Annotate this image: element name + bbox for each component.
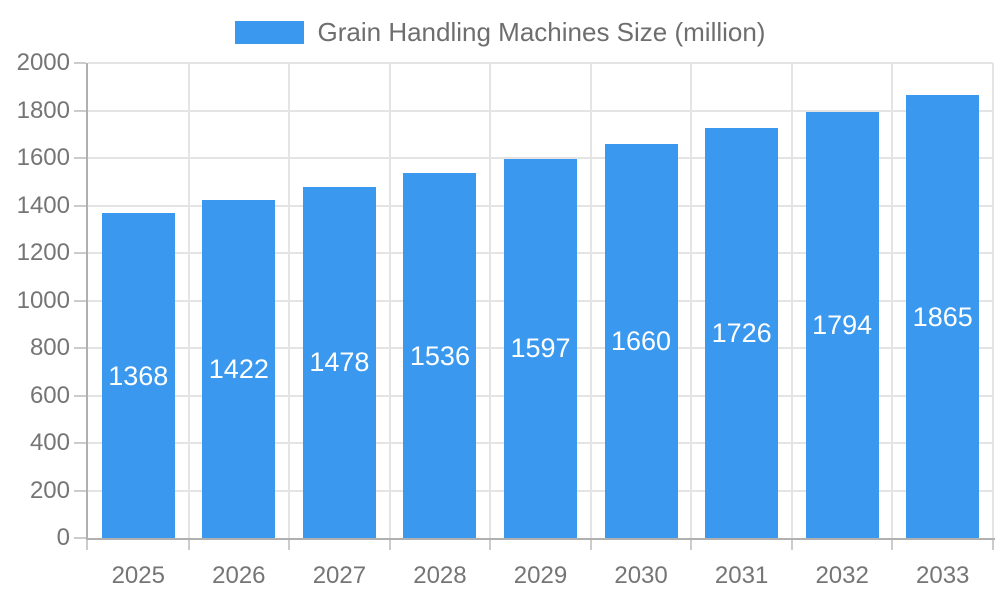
y-axis-label: 1600: [16, 144, 70, 171]
y-axis-label: 1200: [16, 239, 70, 266]
x-axis-label: 2026: [212, 562, 266, 589]
x-gridline: [891, 63, 894, 538]
y-axis-tick: [74, 442, 86, 444]
y-axis-label: 1400: [16, 191, 70, 219]
x-axis-label: 2028: [413, 562, 467, 589]
y-gridline: [88, 109, 993, 112]
bar[interactable]: [705, 128, 779, 538]
bar-value-label: 1726: [711, 318, 772, 349]
bar[interactable]: [805, 111, 879, 538]
x-axis-label: 2033: [916, 562, 970, 589]
y-axis-label: 200: [29, 476, 70, 504]
x-axis-tick: [187, 540, 190, 550]
y-axis-tick: [74, 347, 86, 349]
y-axis-tick: [74, 252, 86, 254]
x-axis-label: 2032: [815, 562, 869, 589]
y-axis-label: 400: [29, 429, 70, 456]
x-axis-label: 2031: [714, 562, 769, 589]
y-axis-tick: [74, 157, 86, 159]
x-axis-tick: [992, 540, 994, 550]
bar-value-label: 1536: [409, 340, 470, 371]
y-axis-tick: [74, 204, 86, 207]
x-gridline: [992, 63, 994, 538]
x-gridline: [690, 63, 693, 538]
y-axis-tick: [74, 299, 86, 302]
x-axis-tick: [388, 540, 391, 550]
bar-value-label: 1660: [611, 325, 672, 356]
x-gridline: [288, 63, 291, 538]
x-axis-tick: [489, 540, 492, 550]
x-gridline: [388, 63, 391, 538]
y-gridline: [88, 157, 993, 159]
y-axis-label: 800: [29, 334, 70, 361]
y-axis-tick: [74, 62, 86, 64]
y-axis-label: 600: [29, 381, 70, 409]
plot-area: 1368 1422 1478 1536 1597 1660 1726 1794 1865: [74, 62, 995, 550]
bar[interactable]: [604, 143, 678, 538]
x-gridline: [790, 63, 793, 538]
legend-label: Grain Handling Machines Size (million): [317, 16, 766, 47]
bar[interactable]: [202, 200, 276, 538]
bar[interactable]: [101, 213, 175, 538]
x-axis-tick: [891, 540, 894, 550]
x-axis-line: [86, 538, 995, 540]
bar[interactable]: [504, 158, 577, 538]
y-axis-tick: [74, 537, 86, 539]
x-axis-tick: [589, 540, 592, 550]
y-axis-label: 0: [56, 524, 70, 551]
x-axis-label: 2029: [513, 562, 568, 589]
x-axis-tick: [690, 540, 693, 550]
x-axis-tick: [790, 540, 793, 550]
x-axis-tick: [86, 540, 88, 550]
x-axis-label: 2027: [312, 562, 367, 589]
x-gridline: [489, 63, 492, 538]
y-axis-tick: [74, 394, 86, 397]
x-gridline: [187, 63, 190, 538]
x-axis-label: 2025: [111, 562, 165, 589]
bar[interactable]: [906, 95, 980, 538]
bar[interactable]: [302, 186, 376, 538]
y-gridline: [88, 62, 993, 64]
bar[interactable]: [403, 173, 477, 538]
bar-value-label: 1865: [912, 301, 973, 332]
y-axis-label: 1800: [16, 96, 70, 124]
x-gridline: [589, 63, 592, 538]
bar-value-label: 1597: [510, 333, 571, 364]
y-axis-label: 2000: [16, 49, 70, 76]
bar-value-label: 1368: [108, 360, 169, 391]
x-axis-label: 2030: [614, 562, 668, 589]
y-axis-tick: [74, 489, 86, 492]
y-axis-line: [86, 63, 88, 540]
y-axis-tick: [74, 109, 86, 112]
legend-item[interactable]: Grain Handling Machines Size (million): [0, 16, 1000, 48]
x-axis-tick: [288, 540, 291, 550]
y-axis-label: 1000: [16, 286, 70, 314]
bar-value-label: 1422: [208, 354, 269, 385]
bar-value-label: 1478: [309, 347, 370, 378]
legend-swatch-icon: [234, 20, 304, 44]
bar-value-label: 1794: [812, 309, 873, 340]
